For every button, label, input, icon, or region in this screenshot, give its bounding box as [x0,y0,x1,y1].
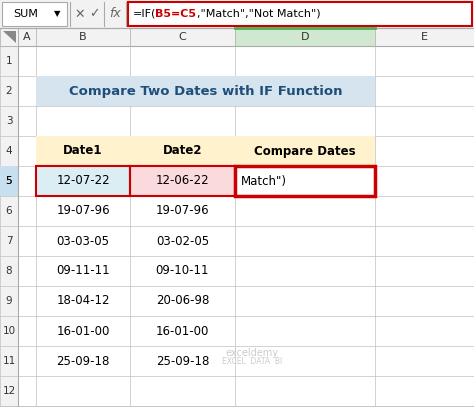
Text: 11: 11 [2,356,16,366]
Text: 1: 1 [6,56,12,66]
Text: 03-02-05: 03-02-05 [156,234,209,247]
Text: E: E [421,32,428,42]
Text: 12-07-22: 12-07-22 [56,174,110,188]
Text: 9: 9 [6,296,12,306]
Text: ▼: ▼ [54,10,60,19]
Bar [0,256,18,286]
Text: 18-04-12: 18-04-12 [56,295,110,308]
Bar [0,166,474,196]
Bar [0,46,18,76]
Bar [36,76,375,106]
Text: 5: 5 [6,176,12,186]
Text: Compare Two Dates with IF Function: Compare Two Dates with IF Function [69,85,342,98]
Bar [0,256,474,286]
Bar [0,226,474,256]
Text: 2: 2 [6,86,12,96]
Bar [0,166,18,196]
Bar [0,316,18,346]
Bar [235,136,375,166]
Bar [0,196,18,226]
Text: 03-03-05: 03-03-05 [56,234,109,247]
Text: 10: 10 [2,326,16,336]
Bar [0,28,18,46]
Bar [0,346,474,376]
Bar [130,166,235,196]
Text: 16-01-00: 16-01-00 [56,325,109,337]
Bar [0,76,474,106]
Text: 19-07-96: 19-07-96 [155,205,210,217]
Bar [36,166,130,196]
Bar [235,28,375,46]
Bar [0,376,18,406]
Polygon shape [3,31,16,43]
Bar [130,166,235,196]
Text: =IF(: =IF( [133,9,156,19]
Text: 4: 4 [6,146,12,156]
Text: Date2: Date2 [163,144,202,158]
Bar [235,166,375,196]
Text: 12-06-22: 12-06-22 [155,174,210,188]
Bar [0,316,474,346]
Text: D: D [301,32,309,42]
Bar [0,376,474,406]
Bar [0,136,18,166]
Text: A: A [23,32,31,42]
Text: 19-07-96: 19-07-96 [56,205,110,217]
Text: 8: 8 [6,266,12,276]
Bar [0,28,474,46]
Text: ,"Match","Not Match"): ,"Match","Not Match") [197,9,320,19]
Bar [36,166,130,196]
Text: exceldemy: exceldemy [226,348,279,358]
Bar [0,166,18,196]
Bar [0,286,474,316]
Text: EXCEL  DATA  BI: EXCEL DATA BI [222,356,283,366]
Text: 16-01-00: 16-01-00 [156,325,209,337]
Bar [128,2,472,26]
Text: 09-11-11: 09-11-11 [56,264,110,278]
Bar [36,136,130,166]
Bar [0,76,18,106]
Bar [0,46,474,76]
Bar [0,286,18,316]
Text: 6: 6 [6,206,12,216]
Text: B5=C5: B5=C5 [155,9,196,19]
Text: 7: 7 [6,236,12,246]
Text: 5: 5 [6,176,12,186]
Bar [0,196,474,226]
Bar [130,136,235,166]
Text: 25-09-18: 25-09-18 [56,354,109,368]
Bar [0,106,474,136]
Text: SUM: SUM [14,9,38,19]
Text: fx: fx [109,7,121,20]
Bar [0,226,18,256]
Bar [0,136,474,166]
Text: C: C [179,32,186,42]
Text: B: B [79,32,87,42]
Text: 12: 12 [2,386,16,396]
Text: 3: 3 [6,116,12,126]
Bar [0,346,18,376]
Text: 09-10-11: 09-10-11 [156,264,209,278]
Text: Date1: Date1 [63,144,103,158]
Text: Compare Dates: Compare Dates [254,144,356,158]
Text: 25-09-18: 25-09-18 [156,354,209,368]
Text: ✕: ✕ [75,7,85,20]
Text: ✓: ✓ [89,7,99,20]
Bar [2,2,67,26]
Text: 20-06-98: 20-06-98 [156,295,209,308]
Bar [0,0,474,28]
Bar [0,106,18,136]
Text: Match"): Match") [241,174,287,188]
